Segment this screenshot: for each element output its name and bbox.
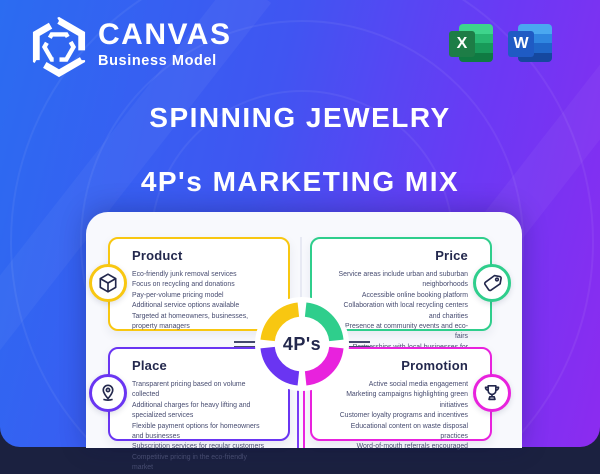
- list-item: Eco-friendly junk removal services: [132, 271, 237, 278]
- list-item: Accessible online booking platform: [361, 291, 468, 299]
- list-item: Additional charges for heavy lifting and…: [132, 401, 251, 420]
- connector-line-top: [299, 237, 302, 299]
- four-ps-ring: [254, 296, 350, 392]
- connector-tick-right: [348, 341, 370, 343]
- quadrant-title: Promotion: [401, 358, 468, 373]
- brand-name: CANVAS: [98, 18, 232, 51]
- file-format-badges: X W: [449, 21, 552, 65]
- list-item: Transparent pricing based on volume coll…: [132, 381, 246, 399]
- list-item: Presence at community events and eco-fai…: [345, 323, 468, 341]
- list-item: Marketing campaigns highlighting green i…: [346, 391, 468, 409]
- marketing-mix-card: Product Eco-friendly junk removal servic…: [86, 212, 522, 471]
- list-item: Subscription services for regular custom…: [132, 443, 265, 451]
- quadrant-items: Eco-friendly junk removal services Focus…: [110, 270, 288, 332]
- list-item: Educational content on waste disposal pr…: [350, 422, 468, 441]
- word-icon-bands: [518, 24, 552, 62]
- excel-icon-letter: X: [449, 31, 475, 57]
- word-icon-letter: W: [508, 31, 534, 57]
- quadrant-title: Price: [435, 248, 468, 263]
- excel-icon[interactable]: X: [449, 21, 493, 65]
- trophy-icon: [484, 385, 500, 401]
- promotion-icon-circle: [473, 374, 511, 412]
- list-item: Collaboration with local recycling cente…: [343, 302, 468, 320]
- product-icon-circle: [89, 264, 127, 302]
- list-item: Active social media engagement: [368, 381, 468, 388]
- connector-tick-right: [348, 345, 370, 348]
- quadrant-items: Active social media engagement Marketing…: [312, 380, 490, 453]
- quadrant-product: Product Eco-friendly junk removal servic…: [108, 237, 290, 331]
- list-item: Competitive pricing in the eco-friendly …: [132, 453, 247, 472]
- place-icon-circle: [89, 374, 127, 412]
- price-tag-icon: [483, 274, 502, 292]
- cube-icon: [99, 273, 117, 293]
- excel-icon-bands: [459, 24, 493, 62]
- connector-line-bottom-purple: [297, 388, 299, 448]
- list-item: Customer loyalty programs and incentives: [339, 412, 468, 420]
- page-subtitle: 4P's MARKETING MIX: [140, 166, 460, 197]
- connector-tick-left: [234, 345, 256, 348]
- map-pin-icon: [102, 384, 114, 401]
- list-item: Additional service options available: [132, 302, 240, 310]
- four-ps-label: 4P's: [282, 333, 322, 354]
- quadrant-title: Product: [132, 248, 183, 263]
- list-item: Service areas include urban and suburban…: [338, 271, 468, 289]
- page-title: SPINNING JEWELRY: [149, 102, 451, 133]
- canvas-hexagon-logo-icon: [32, 16, 86, 78]
- list-item: Flexible payment options for homeowners …: [132, 422, 260, 441]
- list-item: Word-of-mouth referrals encouraged: [356, 443, 468, 451]
- quadrant-price: Price Service areas include urban and su…: [310, 237, 492, 361]
- connector-tick-left: [234, 341, 256, 343]
- list-item: Focus on recycling and donations: [132, 281, 235, 289]
- word-icon[interactable]: W: [508, 21, 552, 65]
- quadrant-items: Transparent pricing based on volume coll…: [110, 380, 288, 474]
- price-icon-circle: [473, 264, 511, 302]
- brand-tagline: Business Model: [98, 53, 217, 69]
- decorative-ring: [10, 0, 594, 447]
- list-item: Pay-per-volume pricing model: [132, 291, 224, 299]
- brand-block: CANVAS Business Model: [98, 18, 232, 70]
- connector-line-bottom-magenta: [302, 388, 305, 448]
- list-item: Targeted at homeowners, businesses, prop…: [132, 312, 249, 331]
- quadrant-title: Place: [132, 358, 167, 373]
